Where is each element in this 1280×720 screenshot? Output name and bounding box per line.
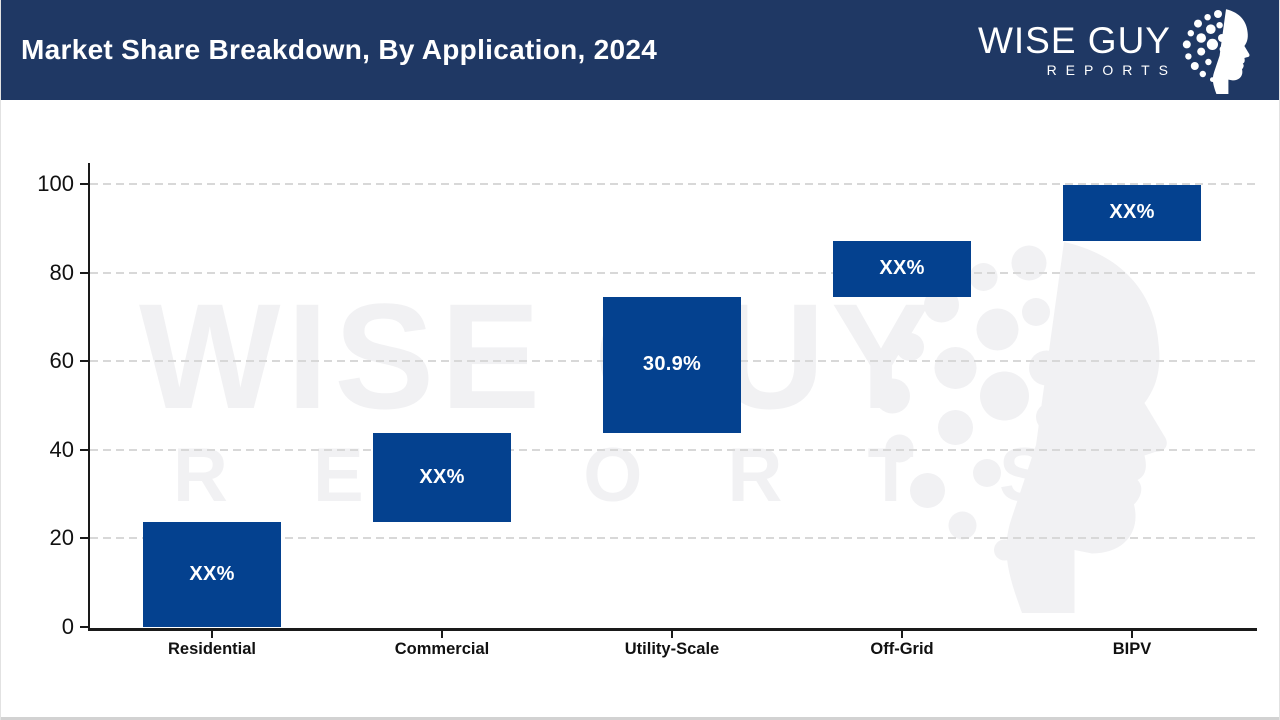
y-tick-0 <box>80 626 88 628</box>
x-tick-utility-scale <box>671 631 673 638</box>
bar-commercial: XX% <box>373 433 511 522</box>
y-tick-label-20: 20 <box>49 525 74 551</box>
bar-off-grid: XX% <box>833 240 971 297</box>
x-tick-label-utility-scale: Utility-Scale <box>624 640 720 658</box>
y-tick-label-60: 60 <box>49 348 74 374</box>
y-tick-40 <box>80 448 88 451</box>
logo-head-icon <box>1182 9 1250 94</box>
bar-bipv: XX% <box>1063 184 1201 241</box>
x-tick-commercial <box>441 631 443 638</box>
y-tick-60 <box>80 360 88 363</box>
bar-value-label-residential: XX% <box>189 562 235 585</box>
x-tick-label-residential: Residential <box>167 640 257 658</box>
x-tick-label-commercial: Commercial <box>394 640 490 658</box>
bar-value-label-utility-scale: 30.9% <box>642 353 702 376</box>
x-axis <box>88 628 1257 631</box>
bar-residential: XX% <box>143 521 281 627</box>
logo-line2: REPORTS <box>1046 62 1177 78</box>
x-tick-label-bipv: BIPV <box>1112 640 1152 658</box>
bar-value-label-off-grid: XX% <box>879 257 925 280</box>
bar-value-label-bipv: XX% <box>1109 201 1155 224</box>
y-tick-label-100: 100 <box>37 171 74 196</box>
x-tick-label-off-grid: Off-Grid <box>870 640 934 658</box>
y-tick-label-40: 40 <box>49 436 74 462</box>
x-tick-off-grid <box>901 631 903 638</box>
header: Market Share Breakdown, By Application, … <box>1 0 1279 100</box>
gridline-20 <box>90 537 1257 540</box>
y-tick-20 <box>80 537 88 540</box>
logo-wordmark: WISE GUY REPORTS <box>978 22 1171 78</box>
gridline-100 <box>90 183 1257 185</box>
logo-line1: WISE GUY <box>977 20 1171 61</box>
watermark-text-line1: WISE GUY <box>139 272 938 440</box>
y-tick-80 <box>80 271 88 274</box>
y-tick-100 <box>80 183 88 185</box>
bar-value-label-commercial: XX% <box>419 465 465 488</box>
x-tick-residential <box>211 631 213 638</box>
x-tick-bipv <box>1131 631 1133 638</box>
gridline-40 <box>90 448 1257 451</box>
brand-logo: WISE GUY REPORTS <box>978 6 1253 94</box>
y-tick-label-80: 80 <box>49 259 74 285</box>
y-tick-label-0: 0 <box>61 614 74 639</box>
page-title: Market Share Breakdown, By Application, … <box>21 34 658 65</box>
gridline-80 <box>90 271 1257 274</box>
y-axis <box>88 163 90 630</box>
bar-utility-scale: 30.9% <box>603 296 741 434</box>
bottom-border <box>1 717 1279 720</box>
